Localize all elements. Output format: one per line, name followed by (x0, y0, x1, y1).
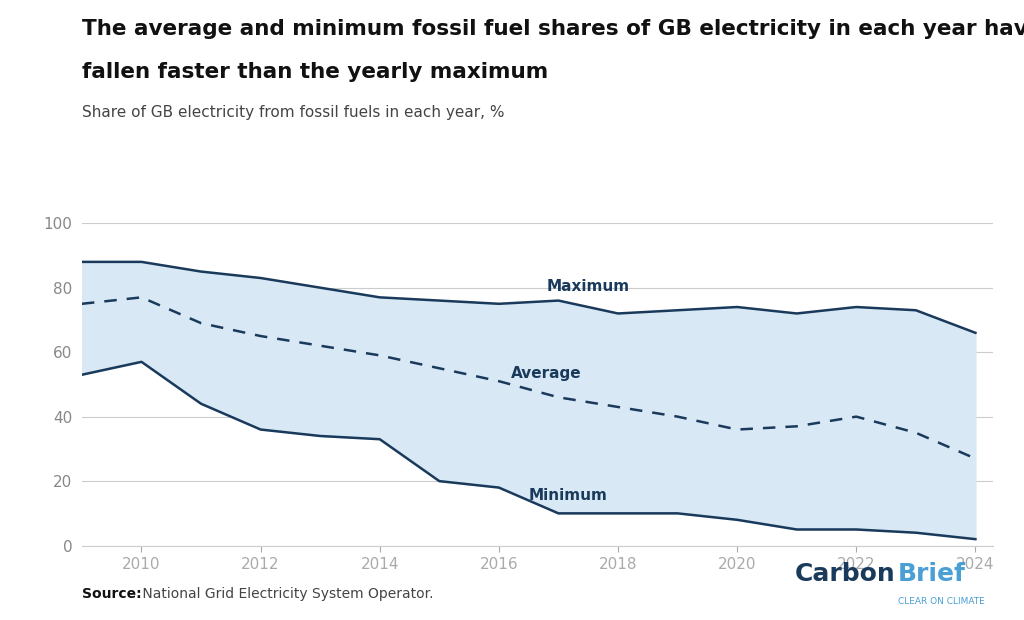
Text: Average: Average (511, 366, 582, 381)
Text: Brief: Brief (898, 562, 966, 586)
Text: Source:: Source: (82, 587, 141, 601)
Text: CLEAR ON CLIMATE: CLEAR ON CLIMATE (898, 597, 985, 606)
Text: fallen faster than the yearly maximum: fallen faster than the yearly maximum (82, 62, 548, 82)
Text: Maximum: Maximum (547, 279, 630, 294)
Text: Share of GB electricity from fossil fuels in each year, %: Share of GB electricity from fossil fuel… (82, 105, 505, 120)
Text: Carbon: Carbon (796, 562, 896, 586)
Text: The average and minimum fossil fuel shares of GB electricity in each year have: The average and minimum fossil fuel shar… (82, 19, 1024, 38)
Text: Minimum: Minimum (528, 489, 607, 503)
Text: National Grid Electricity System Operator.: National Grid Electricity System Operato… (138, 587, 434, 601)
